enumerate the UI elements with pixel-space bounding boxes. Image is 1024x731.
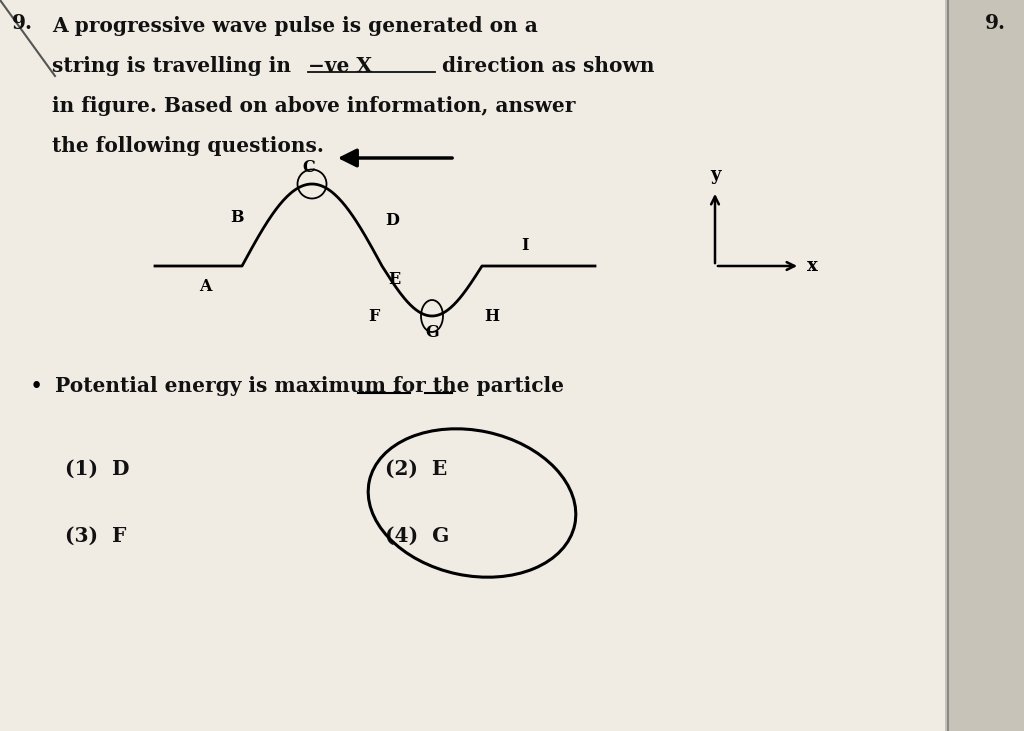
Text: F: F (369, 308, 380, 325)
Text: (2)  E: (2) E (385, 459, 447, 479)
Text: Potential energy is maximum for the particle: Potential energy is maximum for the part… (55, 376, 564, 396)
Text: (3)  F: (3) F (65, 526, 126, 546)
Text: G: G (425, 324, 439, 341)
Text: string is travelling in: string is travelling in (52, 56, 298, 76)
Text: in figure. Based on above information, answer: in figure. Based on above information, a… (52, 96, 575, 116)
Text: A: A (199, 278, 211, 295)
FancyBboxPatch shape (0, 0, 945, 731)
Text: direction as shown: direction as shown (435, 56, 654, 76)
Text: (4)  G: (4) G (385, 526, 450, 546)
Text: −ve X: −ve X (308, 56, 372, 76)
Text: C: C (303, 159, 315, 176)
Text: D: D (385, 213, 399, 230)
Text: y: y (710, 166, 720, 184)
Text: the following questions.: the following questions. (52, 136, 324, 156)
Text: 9.: 9. (985, 13, 1006, 33)
Text: I: I (521, 237, 528, 254)
Text: H: H (484, 308, 499, 325)
Text: (1)  D: (1) D (65, 459, 129, 479)
Text: A progressive wave pulse is generated on a: A progressive wave pulse is generated on… (52, 16, 538, 36)
Text: 9.: 9. (12, 13, 33, 33)
Text: E: E (388, 271, 400, 288)
Text: x: x (807, 257, 818, 275)
Text: •: • (30, 376, 43, 398)
Text: B: B (230, 210, 244, 227)
